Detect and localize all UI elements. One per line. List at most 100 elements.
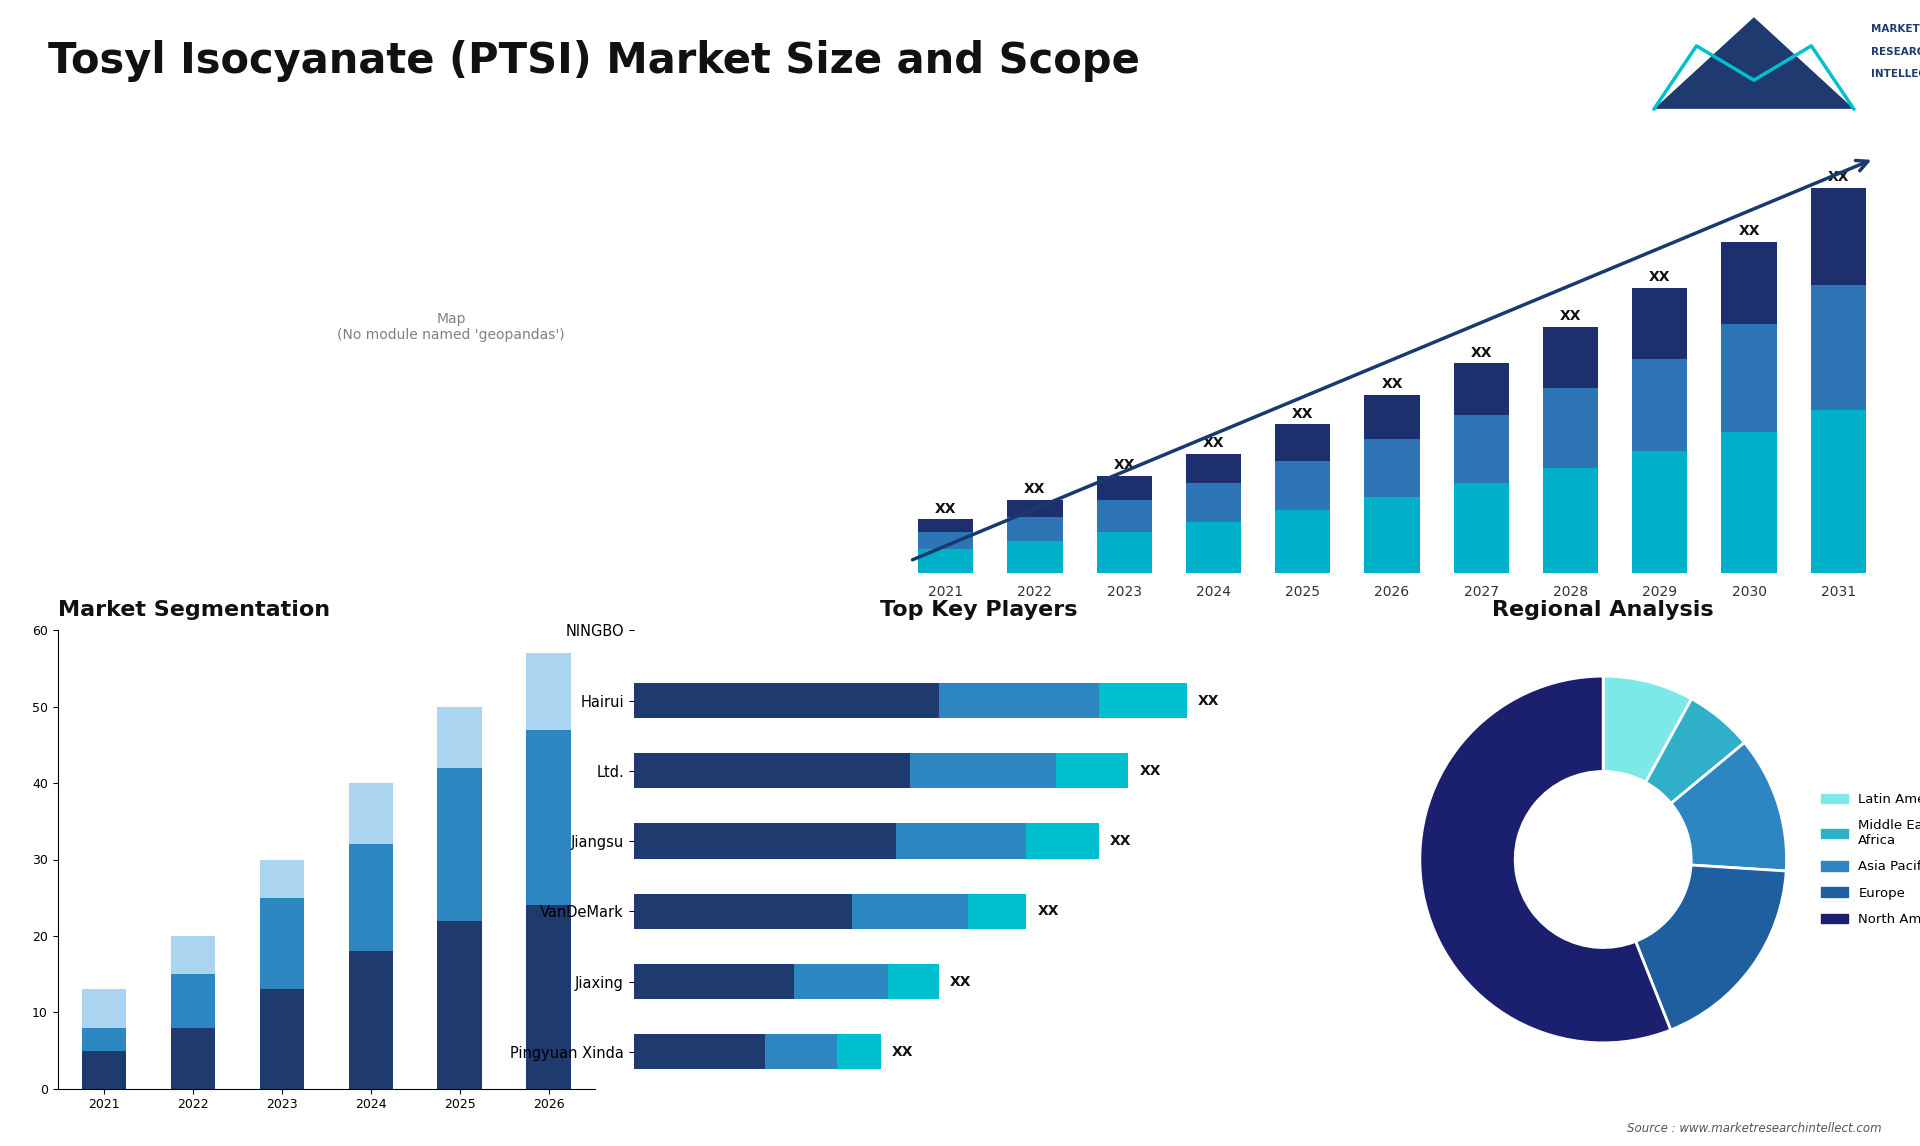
- Text: 2027: 2027: [1463, 586, 1500, 599]
- Bar: [910, 753, 1056, 788]
- Bar: [1096, 532, 1152, 573]
- Text: XX: XX: [950, 974, 972, 989]
- Bar: [634, 753, 910, 788]
- Wedge shape: [1636, 865, 1786, 1030]
- Text: XX: XX: [1139, 763, 1162, 778]
- Bar: [1187, 454, 1240, 482]
- Text: 2026: 2026: [1375, 586, 1409, 599]
- Bar: [171, 936, 215, 974]
- Text: XX: XX: [1828, 171, 1849, 185]
- Text: XX: XX: [1114, 458, 1135, 472]
- Text: Source : www.marketresearchintellect.com: Source : www.marketresearchintellect.com: [1626, 1122, 1882, 1135]
- Bar: [1722, 242, 1776, 324]
- Bar: [1187, 482, 1240, 521]
- Bar: [1008, 541, 1062, 573]
- Bar: [83, 1051, 127, 1089]
- Bar: [634, 683, 939, 719]
- Bar: [1811, 285, 1866, 410]
- Bar: [1632, 288, 1688, 359]
- Text: Market Segmentation: Market Segmentation: [58, 601, 330, 620]
- Bar: [1027, 824, 1100, 858]
- Wedge shape: [1421, 676, 1670, 1043]
- Bar: [1722, 324, 1776, 432]
- Text: RESEARCH: RESEARCH: [1872, 47, 1920, 56]
- Bar: [1544, 469, 1597, 573]
- Text: XX: XX: [1110, 834, 1131, 848]
- Bar: [349, 951, 394, 1089]
- Bar: [1722, 432, 1776, 573]
- Bar: [634, 964, 793, 999]
- Text: XX: XX: [1559, 309, 1582, 323]
- Bar: [968, 894, 1027, 929]
- Text: 2025: 2025: [1284, 586, 1321, 599]
- Bar: [1008, 517, 1062, 541]
- Bar: [526, 905, 570, 1089]
- Bar: [526, 730, 570, 905]
- Text: Tosyl Isocyanate (PTSI) Market Size and Scope: Tosyl Isocyanate (PTSI) Market Size and …: [48, 40, 1140, 83]
- Polygon shape: [1653, 17, 1855, 109]
- Bar: [1275, 424, 1331, 461]
- Bar: [1632, 359, 1688, 452]
- Legend: Type, Application, Geography: Type, Application, Geography: [630, 637, 745, 727]
- Bar: [1453, 363, 1509, 415]
- Text: 2022: 2022: [1018, 586, 1052, 599]
- Bar: [889, 964, 939, 999]
- Bar: [1453, 482, 1509, 573]
- Text: XX: XX: [935, 502, 956, 516]
- Text: INTELLECT: INTELLECT: [1872, 70, 1920, 79]
- Wedge shape: [1670, 743, 1786, 871]
- Bar: [1096, 500, 1152, 532]
- Bar: [634, 894, 852, 929]
- Text: 2023: 2023: [1106, 586, 1142, 599]
- Text: MARKET: MARKET: [1872, 24, 1920, 33]
- Bar: [83, 989, 127, 1028]
- Wedge shape: [1645, 699, 1745, 803]
- Bar: [1365, 395, 1419, 439]
- Bar: [259, 860, 303, 897]
- Text: 2024: 2024: [1196, 586, 1231, 599]
- Bar: [1365, 497, 1419, 573]
- Bar: [1008, 500, 1062, 517]
- Text: Map
(No module named 'geopandas'): Map (No module named 'geopandas'): [338, 312, 564, 342]
- Text: 2031: 2031: [1820, 586, 1857, 599]
- Bar: [918, 519, 973, 532]
- Bar: [349, 845, 394, 951]
- Text: XX: XX: [1649, 270, 1670, 284]
- Text: XX: XX: [1037, 904, 1060, 918]
- Bar: [1275, 461, 1331, 510]
- Bar: [1544, 387, 1597, 469]
- Bar: [1544, 327, 1597, 387]
- Text: 2029: 2029: [1642, 586, 1678, 599]
- Bar: [171, 974, 215, 1028]
- Bar: [1811, 188, 1866, 285]
- Bar: [837, 1034, 881, 1069]
- Text: XX: XX: [893, 1045, 914, 1059]
- Bar: [438, 768, 482, 920]
- Bar: [1187, 521, 1240, 573]
- Bar: [526, 653, 570, 730]
- Bar: [438, 920, 482, 1089]
- Bar: [1056, 753, 1129, 788]
- Text: XX: XX: [1198, 693, 1219, 707]
- Bar: [793, 964, 889, 999]
- Wedge shape: [1603, 676, 1692, 783]
- Bar: [1632, 452, 1688, 573]
- Bar: [171, 1028, 215, 1089]
- Bar: [259, 989, 303, 1089]
- Bar: [83, 1028, 127, 1051]
- Title: Regional Analysis: Regional Analysis: [1492, 601, 1715, 620]
- Bar: [918, 549, 973, 573]
- Text: XX: XX: [1023, 482, 1046, 496]
- Bar: [1811, 410, 1866, 573]
- Bar: [764, 1034, 837, 1069]
- Text: XX: XX: [1202, 435, 1225, 450]
- Text: XX: XX: [1471, 346, 1492, 360]
- Bar: [259, 897, 303, 989]
- Bar: [1275, 510, 1331, 573]
- Text: XX: XX: [1292, 407, 1313, 421]
- Bar: [918, 532, 973, 549]
- Text: 2021: 2021: [927, 586, 964, 599]
- Bar: [349, 783, 394, 845]
- Text: 2030: 2030: [1732, 586, 1766, 599]
- Bar: [852, 894, 968, 929]
